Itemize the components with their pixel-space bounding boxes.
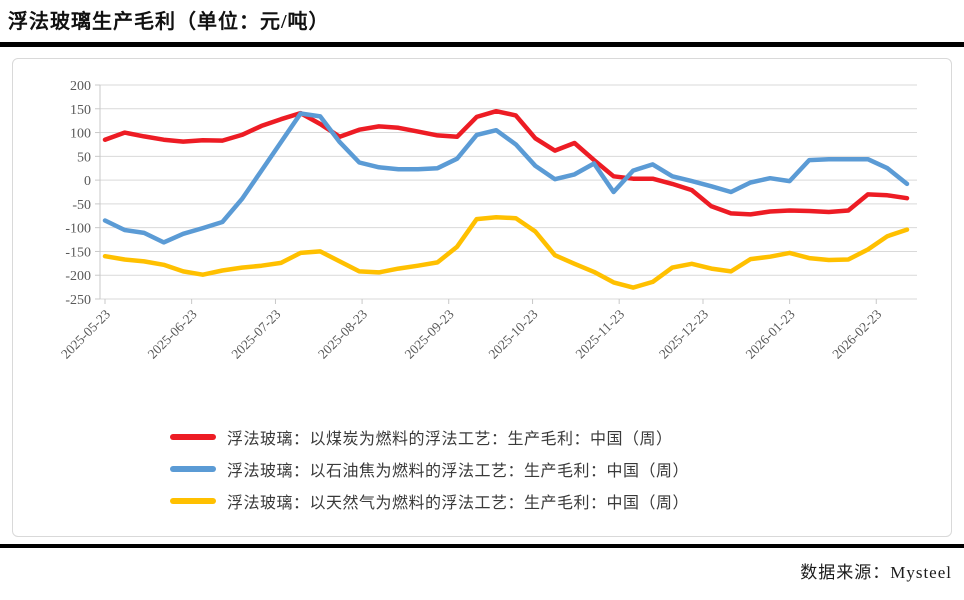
legend-label-petcoke: 浮法玻璃：以石油焦为燃料的浮法工艺：生产毛利：中国（周） <box>227 463 690 480</box>
series-line-2 <box>102 214 910 290</box>
data-source-note: 数据来源：Mysteel <box>800 563 952 582</box>
x-tick-label: 2025-10-23 <box>486 306 541 361</box>
y-tick-label: 50 <box>77 150 91 165</box>
x-tick-label: 2025-05-23 <box>58 306 113 361</box>
legend-swatch-coal <box>170 434 216 440</box>
bottom-divider <box>0 544 964 548</box>
y-tick-label: 200 <box>70 79 91 94</box>
chart-panel: 200 150 100 50 0 -50 -100 -150 -200 -250 2025-05-2… <box>12 58 952 537</box>
series-lines <box>102 108 910 290</box>
page-title: 浮法玻璃生产毛利（单位：元/吨） <box>8 11 330 33</box>
legend-label-gas: 浮法玻璃：以天然气为燃料的浮法工艺：生产毛利：中国（周） <box>227 495 690 512</box>
y-tick-labels: 200 150 100 50 0 -50 -100 -150 -200 -250 <box>65 79 91 308</box>
legend-swatch-gas <box>170 498 216 504</box>
y-tick-label: 100 <box>70 127 91 142</box>
y-tick-label: 0 <box>84 174 91 189</box>
axes <box>99 85 877 304</box>
legend-item: 浮法玻璃：以天然气为燃料的浮法工艺：生产毛利：中国（周） <box>170 489 689 513</box>
legend-item: 浮法玻璃：以石油焦为燃料的浮法工艺：生产毛利：中国（周） <box>170 457 689 481</box>
x-tick-label: 2025-09-23 <box>402 306 457 361</box>
y-tick-label: -250 <box>65 293 91 308</box>
x-tick-label: 2025-07-23 <box>228 306 283 361</box>
legend-item: 浮法玻璃：以煤炭为燃料的浮法工艺：生产毛利：中国（周） <box>170 425 689 449</box>
x-tick-labels: 2025-05-23 2025-06-23 2025-07-23 2025-08-23… <box>58 306 885 361</box>
y-tick-label: -200 <box>65 269 91 284</box>
series-line-1 <box>102 111 910 245</box>
y-tick-label: -100 <box>65 222 91 237</box>
x-tick-label: 2025-06-23 <box>145 306 200 361</box>
top-divider <box>0 42 964 47</box>
x-tick-label: 2026-02-23 <box>829 306 884 361</box>
chart-legend: 浮法玻璃：以煤炭为燃料的浮法工艺：生产毛利：中国（周） 浮法玻璃：以石油焦为燃料… <box>170 425 689 513</box>
y-gridlines <box>95 84 917 300</box>
legend-label-coal: 浮法玻璃：以煤炭为燃料的浮法工艺：生产毛利：中国（周） <box>227 431 673 448</box>
y-tick-label: -150 <box>65 245 91 260</box>
profit-chart: 200 150 100 50 0 -50 -100 -150 -200 -2502025-05-2… <box>58 79 917 362</box>
x-tick-label: 2025-12-23 <box>656 306 711 361</box>
series-line-0 <box>102 108 910 217</box>
x-tick-label: 2025-08-23 <box>315 306 370 361</box>
x-tick-label: 2025-11-23 <box>572 306 627 361</box>
y-tick-label: 150 <box>70 103 91 118</box>
x-tick-label: 2026-01-23 <box>743 306 798 361</box>
y-tick-label: -50 <box>72 198 91 213</box>
legend-swatch-petcoke <box>170 466 216 472</box>
